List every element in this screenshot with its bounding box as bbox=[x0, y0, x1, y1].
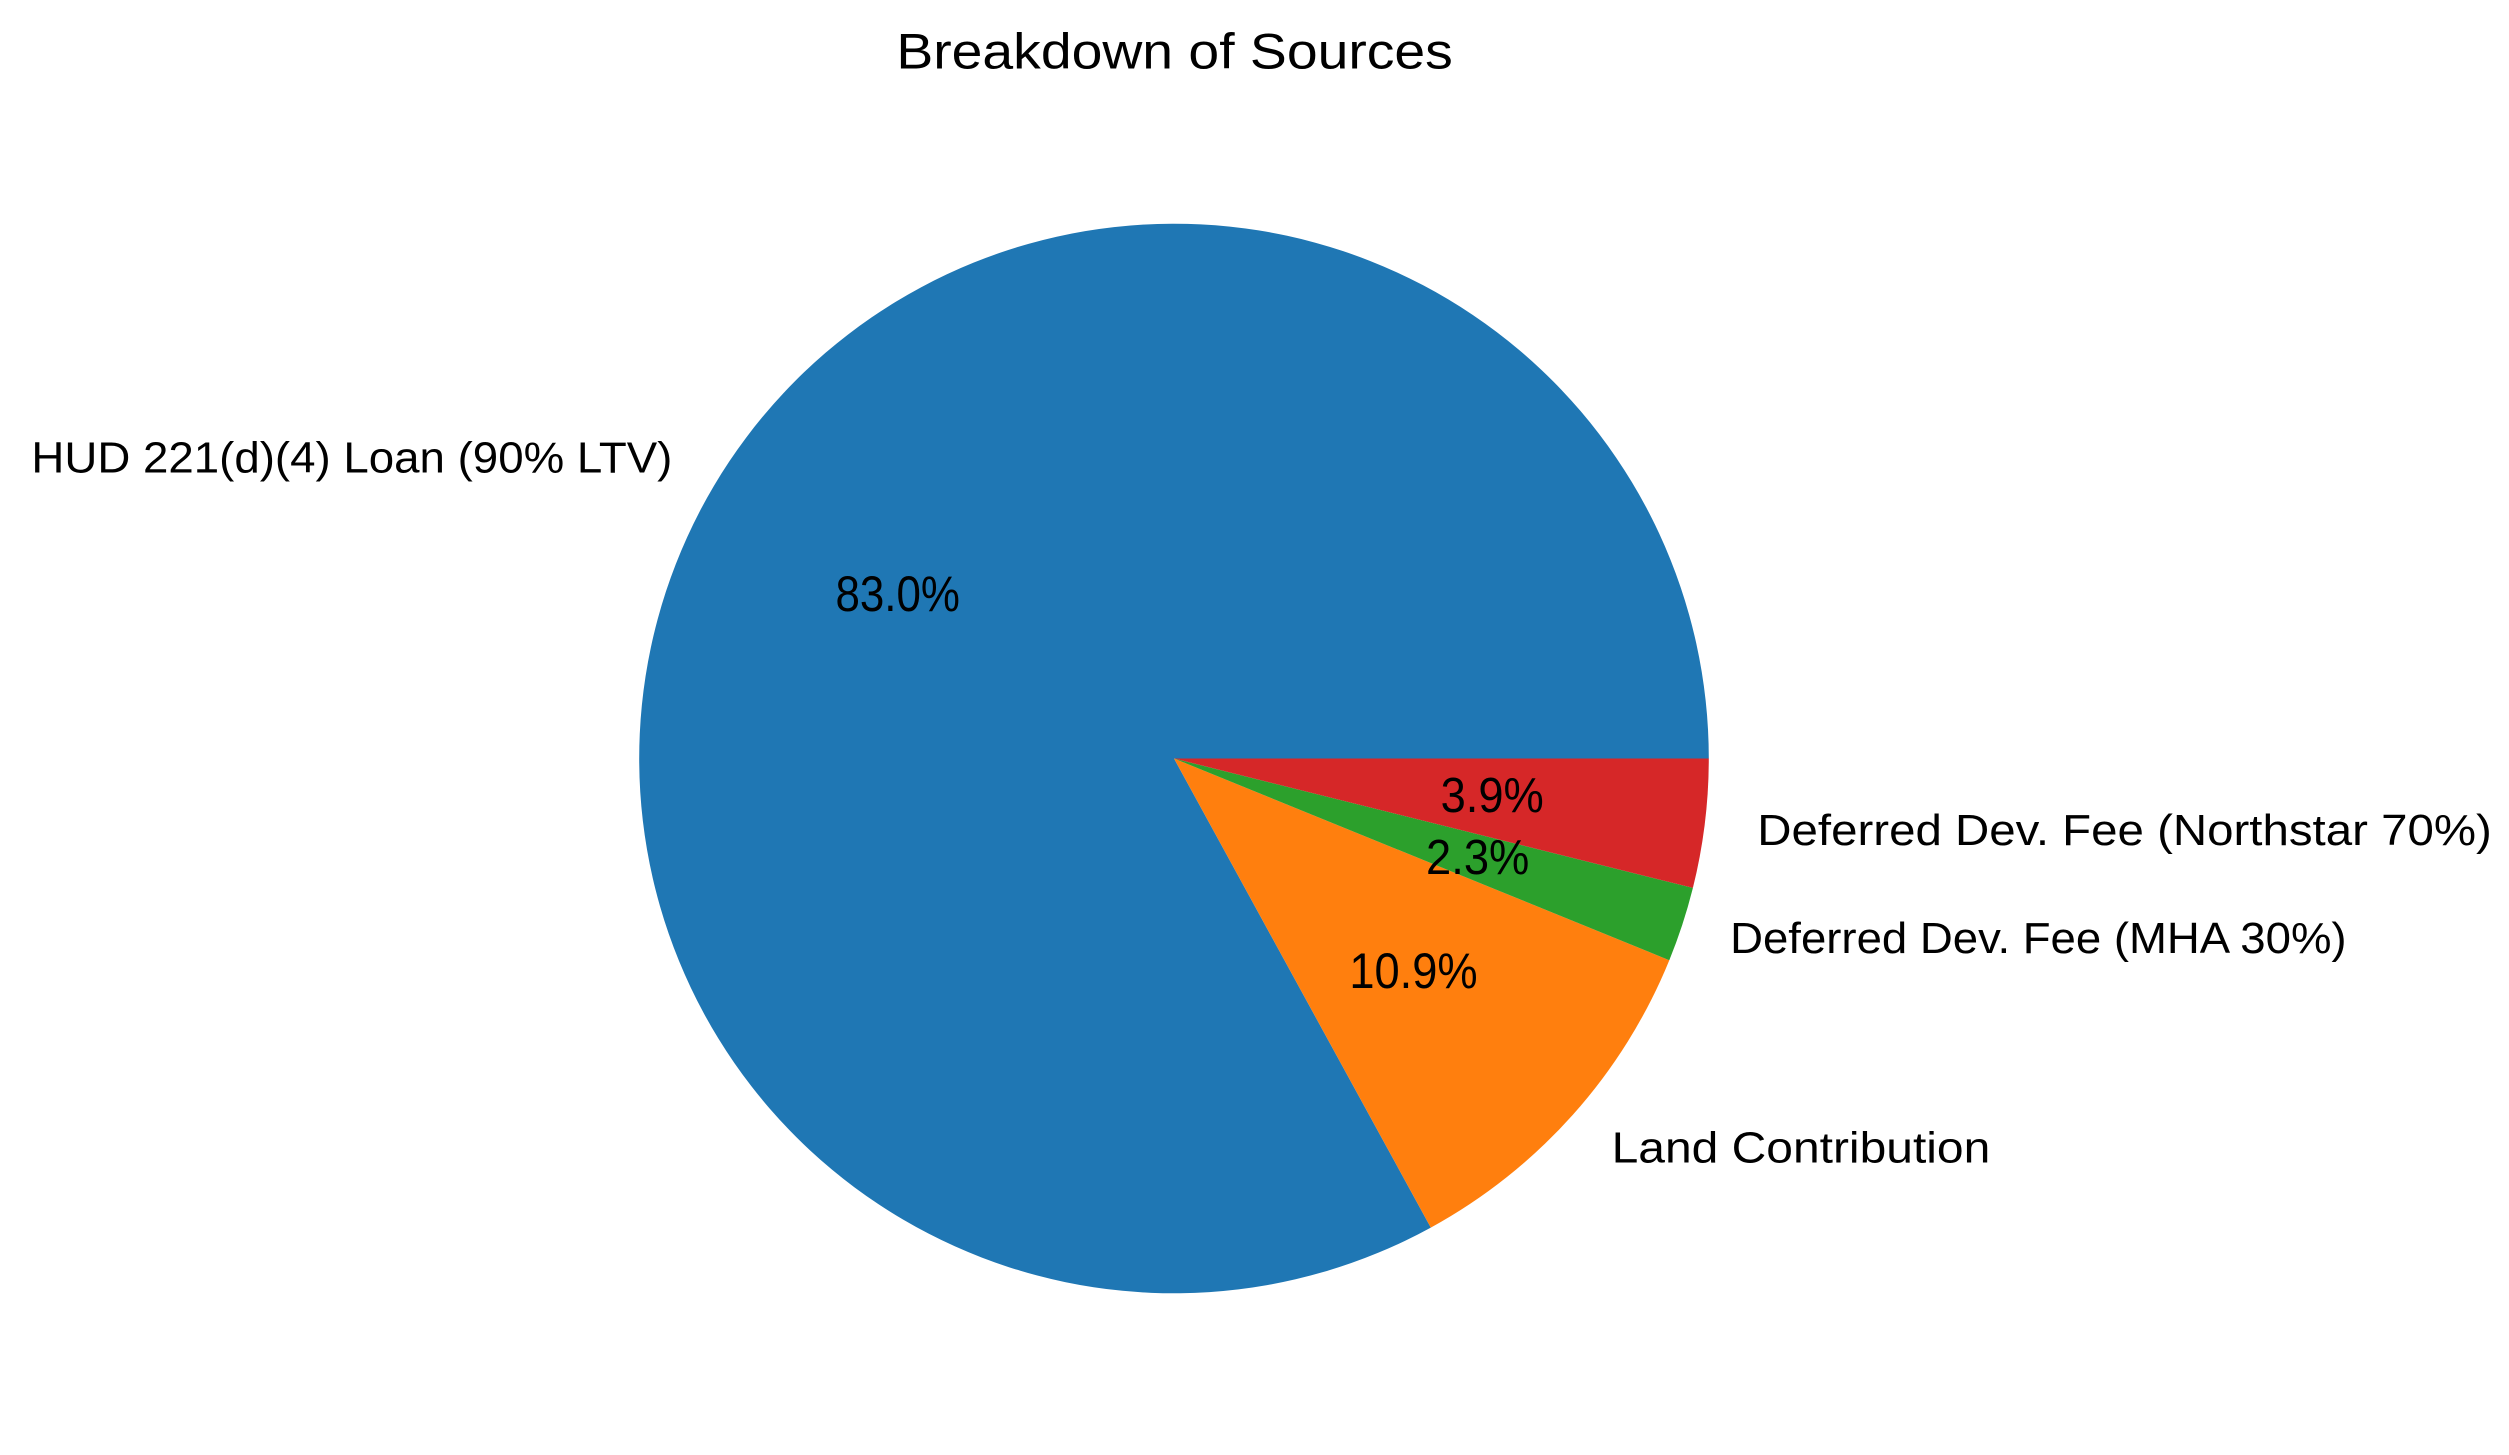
svg-text:83.0%: 83.0% bbox=[835, 566, 960, 622]
svg-text:10.9%: 10.9% bbox=[1349, 943, 1477, 999]
svg-text:Deferred Dev. Fee (MHA 30%): Deferred Dev. Fee (MHA 30%) bbox=[1730, 915, 2347, 963]
svg-text:2.3%: 2.3% bbox=[1426, 831, 1529, 885]
svg-text:Breakdown of Sources: Breakdown of Sources bbox=[896, 24, 1453, 80]
svg-text:HUD 221(d)(4) Loan (90% LTV): HUD 221(d)(4) Loan (90% LTV) bbox=[31, 434, 672, 482]
svg-text:3.9%: 3.9% bbox=[1441, 769, 1544, 823]
svg-text:Land Contribution: Land Contribution bbox=[1612, 1124, 1991, 1173]
svg-text:Deferred Dev. Fee (Northstar 7: Deferred Dev. Fee (Northstar 70%) bbox=[1757, 807, 2492, 855]
